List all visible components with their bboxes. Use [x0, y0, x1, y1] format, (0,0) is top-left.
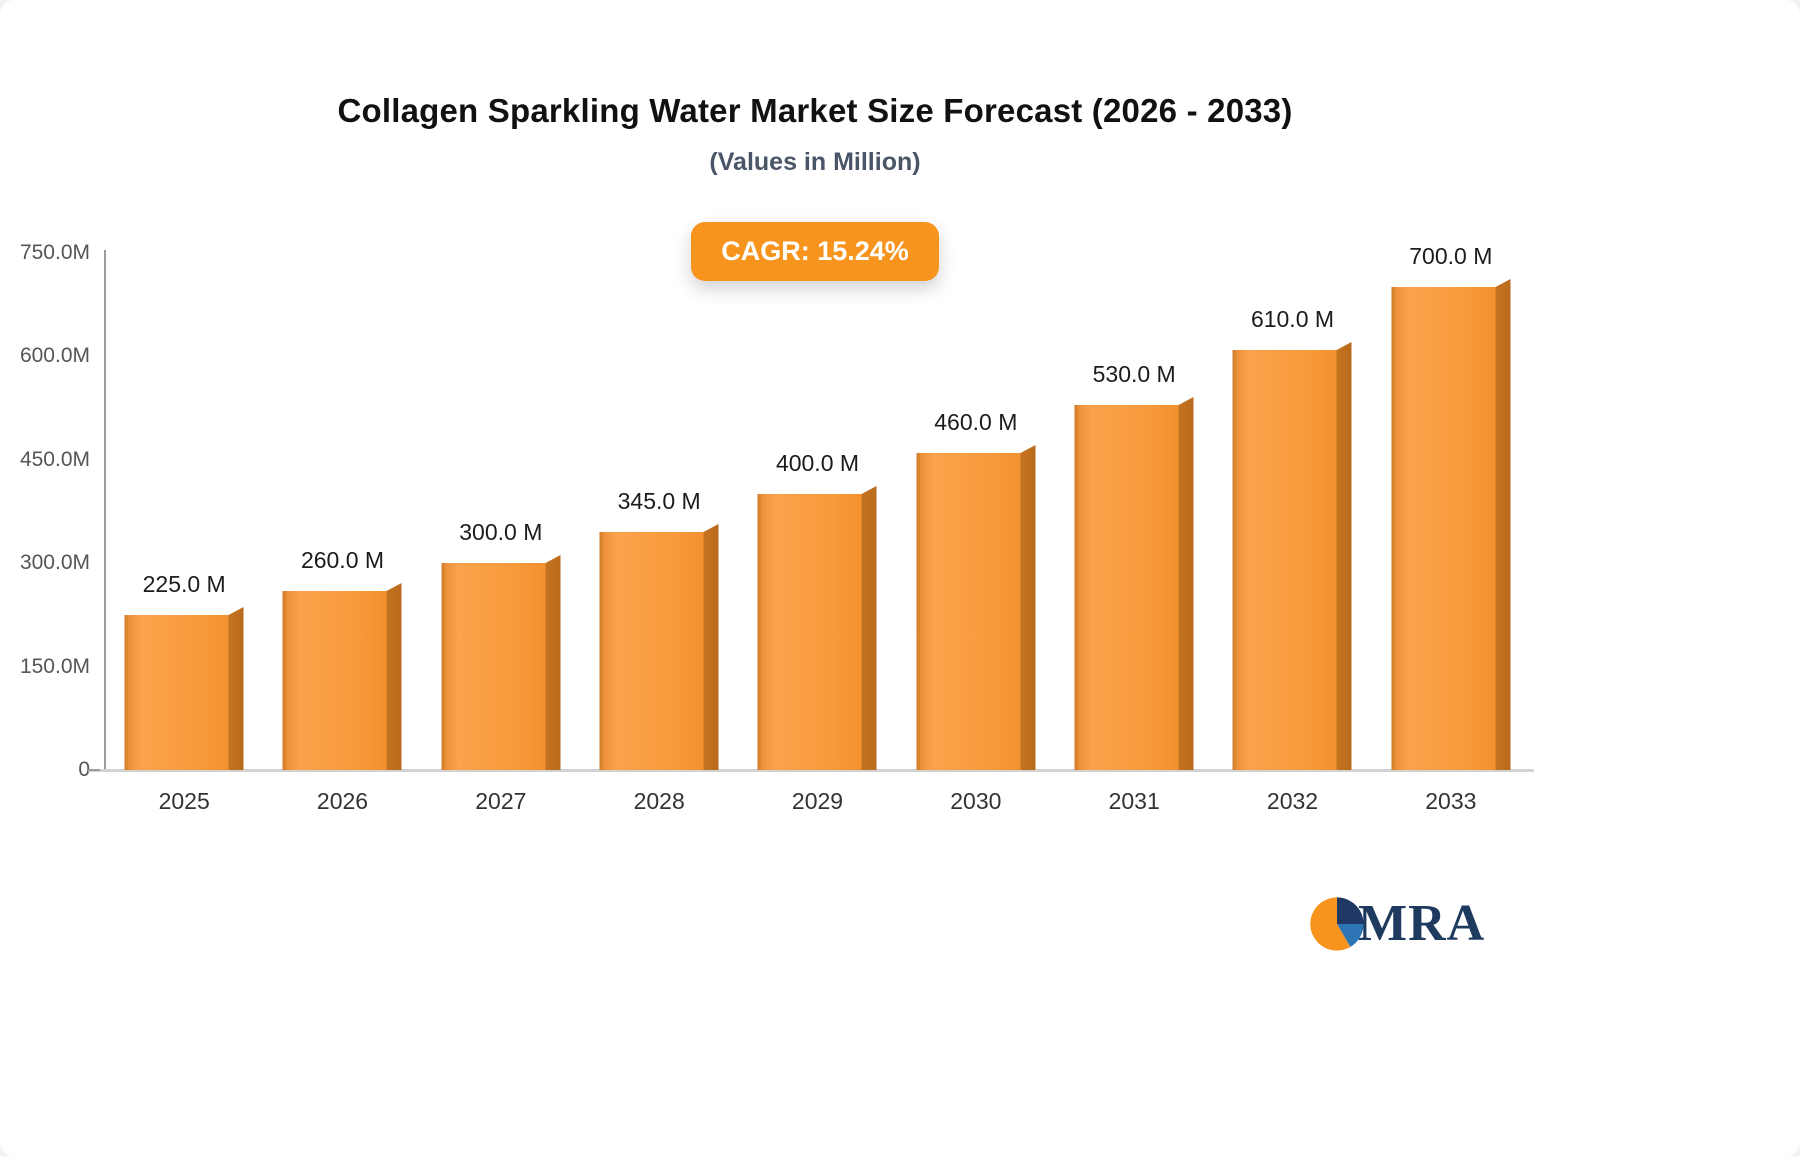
x-tick-label: 2031	[1108, 788, 1160, 814]
pie-chart-icon	[1310, 896, 1364, 951]
bar-value-label: 225.0 M	[142, 571, 226, 597]
bar-value-label: 460.0 M	[934, 409, 1018, 435]
bar-2026	[282, 583, 402, 770]
bar-2027	[441, 555, 561, 770]
bar-2032	[1232, 342, 1352, 770]
cagr-badge-row: CAGR: 15.24%	[0, 222, 1630, 281]
bar-group-2031: 530.0 M	[1055, 253, 1213, 770]
x-tick-label: 2027	[475, 788, 527, 814]
chart-subtitle: (Values in Million)	[709, 148, 921, 176]
chart-header: Collagen Sparkling Water Market Size For…	[0, 0, 1630, 177]
logo-text: MRA	[1358, 895, 1486, 952]
y-tick-label: 150.0M	[19, 654, 90, 678]
y-tick-label: 300.0M	[19, 551, 90, 575]
plot-area: 225.0 M 260.0 M 300.0 M 345.0 M 400.0 M 460.0…	[105, 243, 1530, 770]
chart-title: Collagen Sparkling Water Market Size For…	[337, 92, 1293, 129]
bar-2028	[599, 524, 719, 770]
bar-group-2025: 225.0 M	[105, 253, 263, 770]
y-tick-label: 450.0M	[19, 447, 90, 471]
bar-value-label: 345.0 M	[617, 488, 701, 514]
bar-group-2030: 460.0 M	[897, 253, 1055, 770]
x-tick-label: 2028	[633, 788, 685, 814]
x-axis	[88, 769, 1534, 772]
y-tick-label: 600.0M	[19, 344, 90, 368]
y-tick-label: 750.0M	[19, 241, 90, 264]
bar-value-label: 260.0 M	[300, 547, 385, 573]
bar-2031	[1074, 397, 1194, 770]
x-tick-label: 2025	[158, 788, 210, 814]
x-tick-label: 2033	[1425, 788, 1477, 814]
bar-value-label: 530.0 M	[1092, 361, 1176, 387]
bar-group-2029: 400.0 M	[738, 253, 896, 770]
x-tick-label: 2029	[791, 788, 844, 814]
bar-group-2033: 700.0 M	[1372, 243, 1530, 770]
bar-2029	[757, 486, 877, 770]
bar-group-2028: 345.0 M	[580, 253, 738, 770]
bar-value-label: 400.0 M	[775, 450, 860, 476]
mra-logo: MRA	[1308, 894, 1485, 953]
bar-value-label: 300.0 M	[459, 519, 543, 545]
y-axis-labels: 750.0M 600.0M 450.0M 300.0M 150.0M 0	[0, 241, 90, 781]
bar-2030	[916, 445, 1036, 770]
y-tick-label: 0	[78, 758, 90, 781]
bar-value-label: 610.0 M	[1250, 306, 1335, 332]
cagr-badge: CAGR: 15.24%	[691, 222, 939, 281]
bar-value-label: 700.0 M	[1409, 243, 1493, 269]
bar-group-2027: 300.0 M	[422, 253, 580, 770]
bar-2033	[1391, 279, 1511, 770]
bar-group-2026: 260.0 M	[263, 253, 421, 770]
y-axis	[104, 250, 106, 771]
x-tick-label: 2032	[1266, 788, 1319, 814]
bar-group-2032: 610.0 M	[1213, 253, 1371, 770]
x-tick-label: 2030	[950, 788, 1002, 814]
zero-tick	[88, 769, 100, 771]
bar-2025	[124, 607, 244, 770]
x-tick-label: 2026	[316, 788, 369, 814]
